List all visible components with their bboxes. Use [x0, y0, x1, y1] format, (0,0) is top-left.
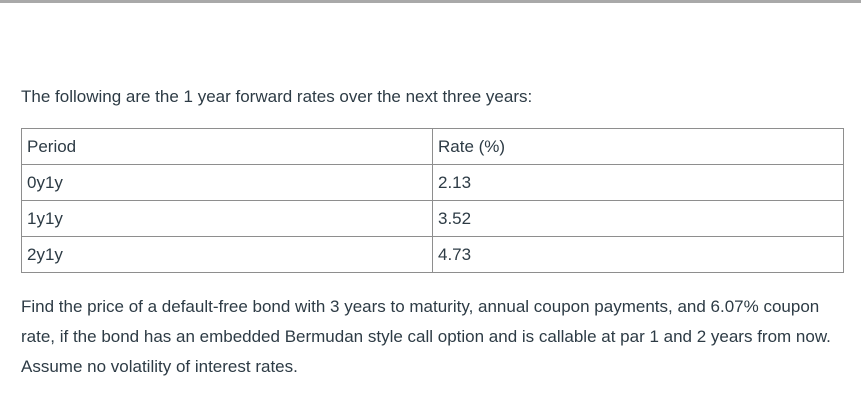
table-header-row: Period Rate (%) [21, 128, 844, 165]
period-cell: 1y1y [21, 200, 433, 237]
column-header-rate: Rate (%) [432, 128, 844, 165]
question-content: The following are the 1 year forward rat… [21, 86, 845, 382]
table-row: 2y1y 4.73 [21, 236, 844, 273]
intro-text: The following are the 1 year forward rat… [21, 87, 533, 106]
rate-cell: 2.13 [432, 164, 844, 201]
period-cell: 2y1y [21, 236, 433, 273]
column-header-period: Period [21, 128, 433, 165]
period-cell: 0y1y [21, 164, 433, 201]
question-text: Find the price of a default-free bond wi… [21, 297, 831, 376]
forward-rates-table: Period Rate (%) 0y1y 2.13 1y1y 3.52 2y1y… [21, 128, 844, 273]
top-divider-rule [0, 0, 861, 3]
table-row: 1y1y 3.52 [21, 200, 844, 237]
rate-cell: 4.73 [432, 236, 844, 273]
table-row: 0y1y 2.13 [21, 164, 844, 201]
rate-cell: 3.52 [432, 200, 844, 237]
